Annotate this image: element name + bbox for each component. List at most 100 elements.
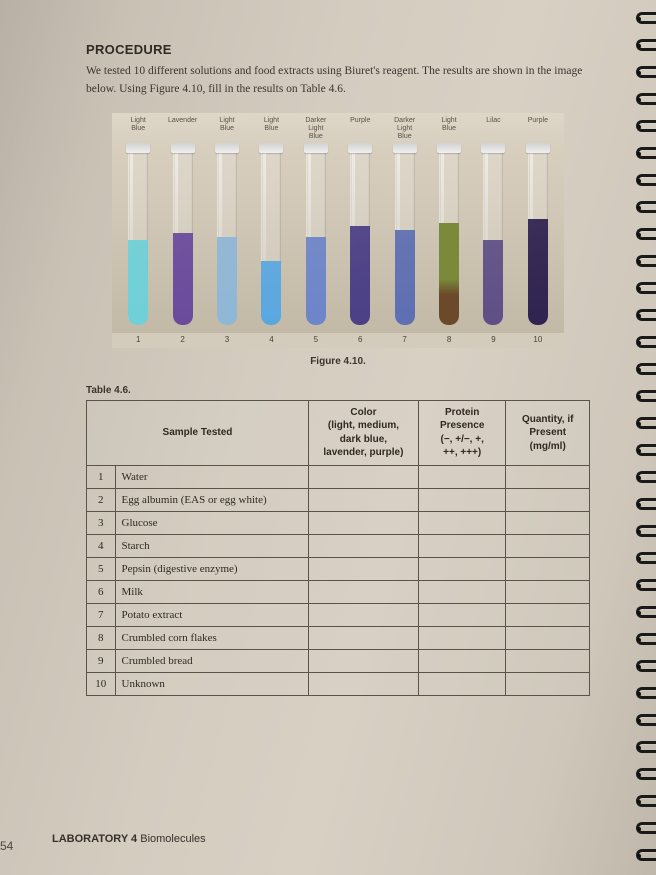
quantity-cell[interactable] — [506, 488, 590, 511]
binding-ring — [636, 201, 656, 213]
binding-ring — [636, 147, 656, 159]
binding-ring — [636, 120, 656, 132]
table-row: 10Unknown — [87, 672, 590, 695]
tube-liquid — [173, 233, 193, 325]
color-cell[interactable] — [308, 511, 418, 534]
binding-ring — [636, 741, 656, 753]
lab-label: LABORATORY 4 Biomolecules — [52, 833, 206, 845]
tube-cell — [160, 143, 204, 333]
table-row: 4Starch — [87, 534, 590, 557]
binding-ring — [636, 255, 656, 267]
quantity-cell[interactable] — [506, 511, 590, 534]
tube-number-row: 12345678910 — [112, 333, 564, 348]
binding-ring — [636, 822, 656, 834]
binding-ring — [636, 66, 656, 78]
color-cell[interactable] — [308, 465, 418, 488]
protein-cell[interactable] — [418, 672, 506, 695]
quantity-cell[interactable] — [506, 534, 590, 557]
quantity-cell[interactable] — [506, 557, 590, 580]
test-tube — [306, 149, 326, 325]
protein-cell[interactable] — [418, 649, 506, 672]
table-header-row: Sample Tested Color (light, medium, dark… — [87, 400, 590, 465]
binding-ring — [636, 714, 656, 726]
test-tube — [261, 149, 281, 325]
tube-cap — [526, 143, 550, 153]
color-cell[interactable] — [308, 557, 418, 580]
sample-name: Unknown — [115, 672, 308, 695]
tube-number: 4 — [249, 335, 293, 344]
tube-liquid — [306, 237, 326, 325]
quantity-cell[interactable] — [506, 580, 590, 603]
tube-liquid — [350, 226, 370, 325]
row-number: 4 — [87, 534, 116, 557]
color-cell[interactable] — [308, 488, 418, 511]
binding-ring — [636, 579, 656, 591]
test-tube — [395, 149, 415, 325]
tube-label: Purple — [338, 117, 382, 141]
quantity-cell[interactable] — [506, 649, 590, 672]
table-caption: Table 4.6. — [86, 385, 590, 396]
page-footer: 54 LABORATORY 4 Biomolecules — [52, 829, 206, 847]
header-color: Color (light, medium, dark blue, lavende… — [308, 400, 418, 465]
binding-ring — [636, 768, 656, 780]
tube-liquid — [217, 237, 237, 325]
tube-label: Light Blue — [249, 117, 293, 141]
tube-number: 5 — [294, 335, 338, 344]
binding-ring — [636, 12, 656, 24]
header-quantity: Quantity, if Present (mg/ml) — [506, 400, 590, 465]
quantity-cell[interactable] — [506, 672, 590, 695]
tube-image-row — [112, 143, 564, 333]
test-tube — [173, 149, 193, 325]
color-cell[interactable] — [308, 672, 418, 695]
protein-cell[interactable] — [418, 580, 506, 603]
sample-name: Water — [115, 465, 308, 488]
sample-name: Egg albumin (EAS or egg white) — [115, 488, 308, 511]
binding-ring — [636, 687, 656, 699]
quantity-cell[interactable] — [506, 626, 590, 649]
quantity-cell[interactable] — [506, 465, 590, 488]
color-cell[interactable] — [308, 626, 418, 649]
row-number: 7 — [87, 603, 116, 626]
color-cell[interactable] — [308, 534, 418, 557]
tube-cap — [393, 143, 417, 153]
quantity-cell[interactable] — [506, 603, 590, 626]
tube-cell — [471, 143, 515, 333]
protein-cell[interactable] — [418, 557, 506, 580]
figure-4-10: Light BlueLavenderLight BlueLight BlueDa… — [112, 113, 564, 348]
tube-cell — [205, 143, 249, 333]
tube-number: 2 — [160, 335, 204, 344]
test-tube — [217, 149, 237, 325]
protein-cell[interactable] — [418, 626, 506, 649]
test-tube — [439, 149, 459, 325]
tube-cap — [348, 143, 372, 153]
color-cell[interactable] — [308, 603, 418, 626]
protein-cell[interactable] — [418, 534, 506, 557]
binding-ring — [636, 444, 656, 456]
table-row: 6Milk — [87, 580, 590, 603]
protein-cell[interactable] — [418, 603, 506, 626]
binding-ring — [636, 417, 656, 429]
lab-bold: LABORATORY 4 — [52, 833, 137, 845]
tube-label: Lavender — [160, 117, 204, 141]
row-number: 9 — [87, 649, 116, 672]
color-cell[interactable] — [308, 580, 418, 603]
tube-cap — [215, 143, 239, 153]
tube-number: 10 — [516, 335, 560, 344]
tube-label-row: Light BlueLavenderLight BlueLight BlueDa… — [112, 113, 564, 143]
header-protein: Protein Presence (−, +/−, +, ++, +++) — [418, 400, 506, 465]
color-cell[interactable] — [308, 649, 418, 672]
protein-cell[interactable] — [418, 511, 506, 534]
binding-ring — [636, 309, 656, 321]
binding-ring — [636, 93, 656, 105]
binding-ring — [636, 633, 656, 645]
binding-ring — [636, 363, 656, 375]
tube-liquid — [395, 230, 415, 325]
protein-cell[interactable] — [418, 465, 506, 488]
results-table: Sample Tested Color (light, medium, dark… — [86, 400, 590, 696]
tube-label: Darker Light Blue — [382, 117, 426, 141]
protein-cell[interactable] — [418, 488, 506, 511]
tube-number: 1 — [116, 335, 160, 344]
test-tube — [350, 149, 370, 325]
table-row: 7Potato extract — [87, 603, 590, 626]
sample-name: Crumbled bread — [115, 649, 308, 672]
